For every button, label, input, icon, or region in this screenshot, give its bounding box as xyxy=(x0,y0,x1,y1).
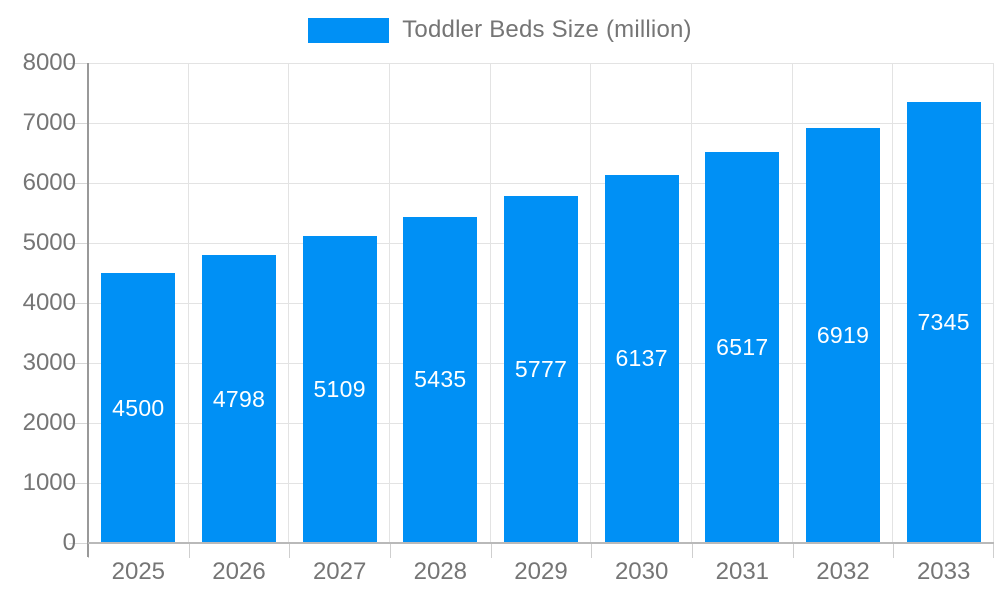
v-gridline xyxy=(389,63,390,543)
plot-area: 4500 4798 5109 5435 5777 6137 6517 6919 7345 0 10… xyxy=(23,49,994,585)
x-tick xyxy=(893,544,895,558)
y-axis-tick-label: 2000 xyxy=(22,409,76,436)
h-gridline xyxy=(88,123,994,124)
y-axis-tick-label: 6000 xyxy=(22,169,76,196)
legend-swatch-icon xyxy=(308,17,390,43)
y-tick xyxy=(69,303,88,304)
bar-value-label: 4798 xyxy=(212,385,266,412)
y-tick xyxy=(69,243,88,244)
y-tick xyxy=(69,483,88,484)
bar-2027[interactable]: 5109 xyxy=(302,236,377,543)
x-axis-tick-label: 2028 xyxy=(413,558,468,585)
v-gridline xyxy=(489,63,491,543)
v-gridline xyxy=(993,63,994,543)
y-axis-tick-label: 5000 xyxy=(22,229,76,256)
bar-2029[interactable]: 5777 xyxy=(504,196,578,543)
x-tick xyxy=(792,544,794,558)
y-tick xyxy=(69,183,88,184)
v-gridline xyxy=(590,63,592,543)
x-tick xyxy=(591,544,593,558)
v-gridline xyxy=(187,63,189,543)
bar-value-label: 5777 xyxy=(514,356,568,383)
y-axis-tick-label: 4000 xyxy=(22,289,76,316)
x-axis-tick-label: 2032 xyxy=(816,558,870,585)
bar-2025[interactable]: 4500 xyxy=(101,273,176,543)
v-gridline xyxy=(691,63,692,543)
v-gridline xyxy=(791,63,793,543)
v-gridline xyxy=(288,63,290,543)
bar-2032[interactable]: 6919 xyxy=(806,127,880,543)
y-axis-tick-label: 7000 xyxy=(22,109,76,136)
bar-value-label: 6137 xyxy=(615,345,668,372)
x-axis-tick-label: 2033 xyxy=(916,558,971,585)
x-axis-line xyxy=(88,542,994,544)
bar-value-label: 6919 xyxy=(816,321,870,348)
x-tick xyxy=(390,544,391,558)
x-tick xyxy=(993,544,994,558)
y-tick xyxy=(69,363,88,364)
x-tick xyxy=(692,544,693,558)
x-tick xyxy=(188,544,190,558)
bar-value-label: 5109 xyxy=(313,376,366,403)
y-tick xyxy=(69,543,88,544)
x-axis-tick-label: 2027 xyxy=(312,558,367,585)
bar-2028[interactable]: 5435 xyxy=(403,216,478,543)
x-axis-tick-label: 2025 xyxy=(111,558,166,585)
legend-label: Toddler Beds Size (million) xyxy=(402,16,692,43)
h-gridline xyxy=(88,183,994,184)
bar-2031[interactable]: 6517 xyxy=(705,151,780,543)
y-axis-tick-label: 0 xyxy=(62,529,76,556)
h-gridline xyxy=(88,63,994,64)
bar-value-label: 4500 xyxy=(112,394,165,421)
x-axis-tick-label: 2026 xyxy=(212,558,266,585)
x-tick xyxy=(490,544,492,558)
bar-2033[interactable]: 7345 xyxy=(906,102,981,543)
bar-2030[interactable]: 6137 xyxy=(604,174,679,543)
bar-value-label: 6517 xyxy=(716,333,769,360)
y-axis-tick-label: 8000 xyxy=(22,49,76,76)
x-axis-tick-label: 2030 xyxy=(614,558,669,585)
y-tick xyxy=(69,123,88,124)
y-tick xyxy=(69,63,88,64)
y-tick xyxy=(69,423,88,424)
x-tick xyxy=(289,544,291,558)
v-gridline xyxy=(892,63,894,543)
bar-value-label: 5435 xyxy=(414,366,467,393)
x-axis-tick-label: 2029 xyxy=(514,558,568,585)
bar-2026[interactable]: 4798 xyxy=(202,255,276,543)
y-axis-tick-label: 1000 xyxy=(22,469,76,496)
y-axis-tick-label: 3000 xyxy=(22,349,76,376)
bar-value-label: 7345 xyxy=(917,309,970,336)
x-axis-tick-label: 2031 xyxy=(715,558,770,585)
y-axis-line xyxy=(87,63,89,557)
legend-item[interactable]: Toddler Beds Size (million) xyxy=(0,16,1000,44)
